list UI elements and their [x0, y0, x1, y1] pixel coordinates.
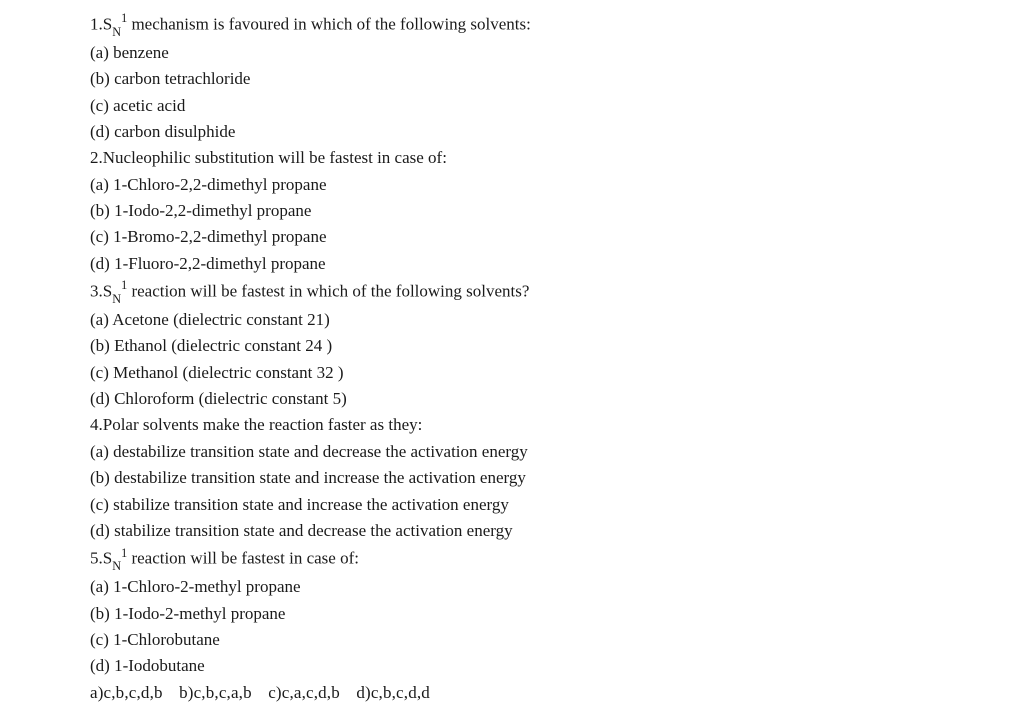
option-label: (b) — [90, 604, 110, 623]
question-list: 1.SN1 mechanism is favoured in which of … — [90, 10, 1024, 680]
question-option: (b) destabilize transition state and inc… — [90, 465, 1024, 491]
option-label: (c) — [90, 495, 109, 514]
option-text: Acetone (dielectric constant 21) — [112, 310, 330, 329]
question-stem: 3.SN1 reaction will be fastest in which … — [90, 277, 1024, 307]
option-label: (d) — [90, 254, 110, 273]
option-label: (b) — [90, 69, 110, 88]
option-label: (d) — [90, 389, 110, 408]
question-option: (a) Acetone (dielectric constant 21) — [90, 307, 1024, 333]
option-text: 1-Chloro-2-methyl propane — [113, 577, 300, 596]
question-stem: 1.SN1 mechanism is favoured in which of … — [90, 10, 1024, 40]
option-text: carbon tetrachloride — [114, 69, 250, 88]
option-label: (a) — [90, 43, 109, 62]
answer-option-d: d)c,b,c,d,d — [356, 683, 430, 702]
question-option: (c) stabilize transition state and incre… — [90, 492, 1024, 518]
question-option: (b) carbon tetrachloride — [90, 66, 1024, 92]
option-label: (c) — [90, 630, 109, 649]
option-label: (d) — [90, 521, 110, 540]
question-option: (c) Methanol (dielectric constant 32 ) — [90, 360, 1024, 386]
question-option: (a) 1-Chloro-2-methyl propane — [90, 574, 1024, 600]
question-option: (d) carbon disulphide — [90, 119, 1024, 145]
option-text: destabilize transition state and decreas… — [113, 442, 528, 461]
option-label: (a) — [90, 442, 109, 461]
option-label: (a) — [90, 310, 109, 329]
option-text: 1-Chlorobutane — [113, 630, 220, 649]
question-option: (c) 1-Bromo-2,2-dimethyl propane — [90, 224, 1024, 250]
option-label: (c) — [90, 227, 109, 246]
option-text: acetic acid — [113, 96, 185, 115]
option-text: stabilize transition state and decrease … — [114, 521, 513, 540]
answer-option-c: c)c,a,c,d,b — [268, 683, 340, 702]
answer-option-a: a)c,b,c,d,b — [90, 683, 163, 702]
question-stem: 5.SN1 reaction will be fastest in case o… — [90, 544, 1024, 574]
option-text: benzene — [113, 43, 169, 62]
option-text: 1-Bromo-2,2-dimethyl propane — [113, 227, 326, 246]
option-text: Methanol (dielectric constant 32 ) — [113, 363, 343, 382]
question-option: (d) stabilize transition state and decre… — [90, 518, 1024, 544]
option-text: 1-Chloro-2,2-dimethyl propane — [113, 175, 326, 194]
question-option: (d) Chloroform (dielectric constant 5) — [90, 386, 1024, 412]
question-option: (b) Ethanol (dielectric constant 24 ) — [90, 333, 1024, 359]
option-label: (a) — [90, 577, 109, 596]
option-text: 1-Iodobutane — [114, 656, 205, 675]
option-text: 1-Iodo-2,2-dimethyl propane — [114, 201, 311, 220]
option-text: 1-Iodo-2-methyl propane — [114, 604, 285, 623]
option-text: stabilize transition state and increase … — [113, 495, 509, 514]
question-option: (d) 1-Fluoro-2,2-dimethyl propane — [90, 251, 1024, 277]
option-text: destabilize transition state and increas… — [114, 468, 526, 487]
question-stem: 4.Polar solvents make the reaction faste… — [90, 412, 1024, 438]
option-text: Chloroform (dielectric constant 5) — [114, 389, 347, 408]
option-label: (b) — [90, 201, 110, 220]
question-stem: 2.Nucleophilic substitution will be fast… — [90, 145, 1024, 171]
option-text: 1-Fluoro-2,2-dimethyl propane — [114, 254, 326, 273]
question-option: (d) 1-Iodobutane — [90, 653, 1024, 679]
question-option: (b) 1-Iodo-2-methyl propane — [90, 601, 1024, 627]
question-option: (a) destabilize transition state and dec… — [90, 439, 1024, 465]
option-label: (d) — [90, 122, 110, 141]
question-option: (b) 1-Iodo-2,2-dimethyl propane — [90, 198, 1024, 224]
answer-option-b: b)c,b,c,a,b — [179, 683, 252, 702]
option-label: (c) — [90, 96, 109, 115]
question-option: (a) 1-Chloro-2,2-dimethyl propane — [90, 172, 1024, 198]
question-option: (c) 1-Chlorobutane — [90, 627, 1024, 653]
option-text: Ethanol (dielectric constant 24 ) — [114, 336, 332, 355]
option-label: (b) — [90, 468, 110, 487]
option-label: (b) — [90, 336, 110, 355]
option-label: (d) — [90, 656, 110, 675]
option-text: carbon disulphide — [114, 122, 235, 141]
option-label: (c) — [90, 363, 109, 382]
answer-key-row: a)c,b,c,d,b b)c,b,c,a,b c)c,a,c,d,b d)c,… — [90, 680, 1024, 706]
option-label: (a) — [90, 175, 109, 194]
question-option: (a) benzene — [90, 40, 1024, 66]
question-option: (c) acetic acid — [90, 93, 1024, 119]
